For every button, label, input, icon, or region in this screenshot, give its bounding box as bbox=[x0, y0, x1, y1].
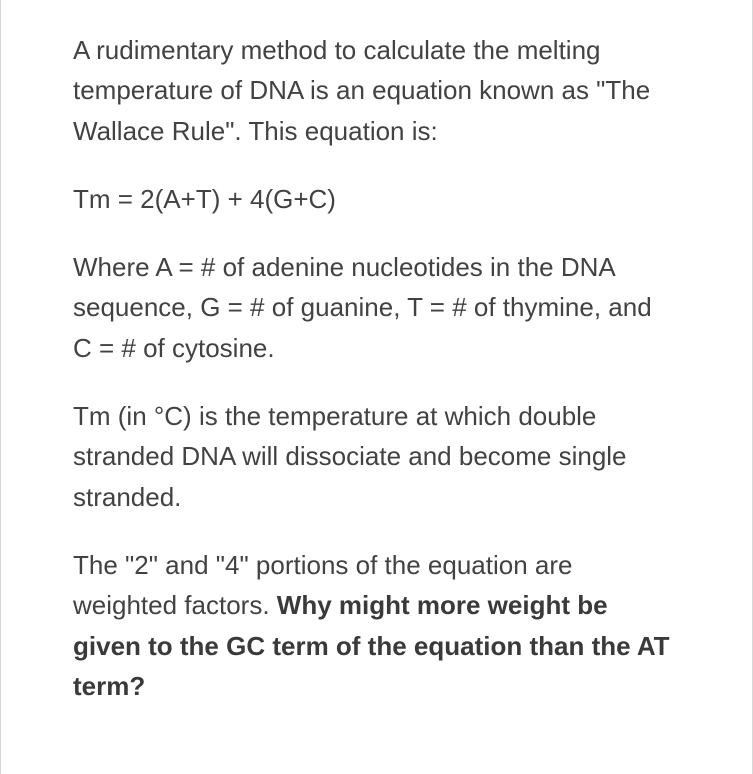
paragraph-variables: Where A = # of adenine nucleotides in th… bbox=[73, 247, 672, 368]
paragraph-equation: Tm = 2(A+T) + 4(G+C) bbox=[73, 179, 672, 219]
paragraph-intro: A rudimentary method to calculate the me… bbox=[73, 30, 672, 151]
text-run: Tm (in °C) is the temperature at which d… bbox=[73, 401, 627, 512]
paragraph-question: The "2" and "4" portions of the equation… bbox=[73, 545, 672, 706]
document-page: A rudimentary method to calculate the me… bbox=[0, 0, 753, 774]
text-run: Where A = # of adenine nucleotides in th… bbox=[73, 252, 652, 363]
text-run: A rudimentary method to calculate the me… bbox=[73, 35, 650, 146]
paragraph-tm-definition: Tm (in °C) is the temperature at which d… bbox=[73, 396, 672, 517]
text-run: Tm = 2(A+T) + 4(G+C) bbox=[73, 184, 336, 214]
